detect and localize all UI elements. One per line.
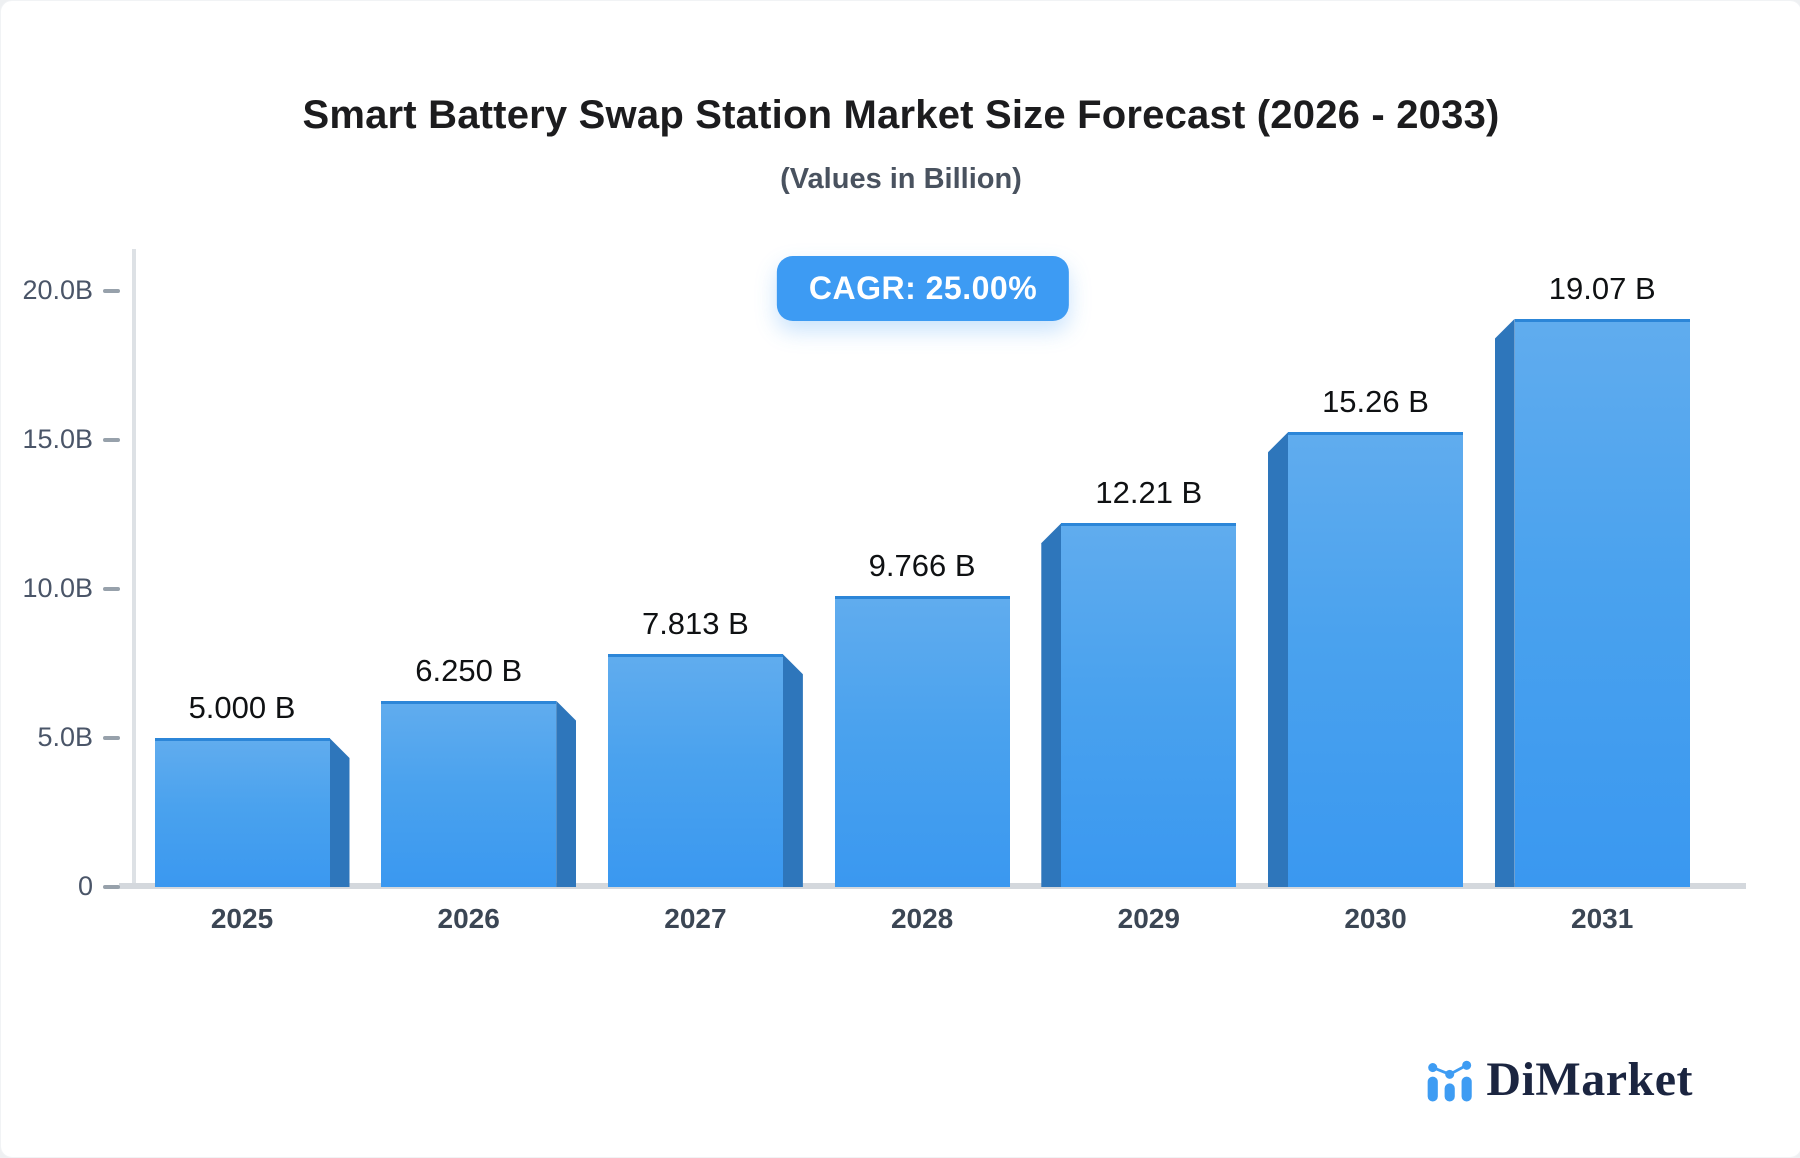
bar-2025: 5.000 B — [154, 690, 350, 887]
y-tick-dash — [103, 289, 120, 293]
bar-value-label: 6.250 B — [415, 652, 523, 688]
bar-face — [1061, 523, 1237, 887]
chart-subtitle: (Values in Billion) — [780, 163, 1022, 195]
bar-value-label: 7.813 B — [641, 606, 749, 642]
y-tick-label-5.0B: 5.0B — [37, 722, 93, 752]
y-tick-label-0: 0 — [77, 871, 93, 901]
bar-side-panel — [1041, 523, 1062, 887]
bar-face — [607, 654, 783, 887]
y-axis-line — [132, 249, 136, 887]
bar-side-panel — [1268, 432, 1288, 887]
x-axis: 2025 2026 2027 2028 2029 2030 2031 — [134, 903, 1743, 953]
bar-face — [1514, 318, 1690, 887]
cagr-badge: CAGR: 25.00% — [776, 256, 1070, 321]
bar-value-label: 12.21 B — [1095, 475, 1203, 511]
bar-side-panel — [1494, 318, 1515, 887]
bar-face — [1288, 432, 1463, 887]
brand-name: DiMarket — [1486, 1053, 1693, 1106]
x-tick-label-2026: 2026 — [437, 903, 500, 934]
x-tick-label-2031: 2031 — [1571, 903, 1634, 934]
bar-2028: 9.766 B — [834, 548, 1010, 887]
x-tick-label-2030: 2030 — [1344, 903, 1407, 934]
x-tick-label-2028: 2028 — [890, 903, 954, 934]
x-tick-label-2025: 2025 — [210, 903, 274, 934]
brand-logo: DiMarket — [1422, 1052, 1693, 1107]
bar-value-label: 19.07 B — [1548, 270, 1656, 306]
bar-side-panel — [782, 654, 803, 887]
bar-face — [154, 738, 330, 887]
y-tick-dash — [103, 587, 120, 591]
x-tick-label-2029: 2029 — [1117, 903, 1180, 934]
y-tick-dash — [103, 438, 120, 442]
y-tick-label-10.0B: 10.0B — [22, 573, 93, 603]
x-tick-label-2027: 2027 — [664, 903, 727, 934]
bar-2026: 6.250 B — [381, 653, 577, 887]
plot-area: 5.000 B 6.250 B 7.813 B 9.766 B 12.21 B 15.26… — [134, 251, 1743, 887]
bar-2027: 7.813 B — [607, 606, 803, 887]
chart-title: Smart Battery Swap Station Market Size F… — [302, 93, 1500, 137]
bar-2031: 19.07 B — [1494, 271, 1690, 887]
y-tick-dash — [103, 885, 120, 889]
bar-side-panel — [556, 700, 577, 887]
bar-2029: 12.21 B — [1041, 475, 1237, 887]
bar-chart-logo-icon — [1428, 1060, 1473, 1101]
bar-value-label: 5.000 B — [188, 690, 296, 725]
y-tick-dash — [103, 736, 120, 740]
bar-face — [381, 700, 557, 887]
y-tick-label-15.0B: 15.0B — [22, 424, 93, 454]
bar-value-label: 15.26 B — [1322, 384, 1429, 420]
bar-face — [834, 595, 1010, 887]
y-tick-label-20.0B: 20.0B — [22, 275, 93, 305]
bar-2030: 15.26 B — [1268, 384, 1463, 887]
bar-side-panel — [329, 738, 350, 887]
bar-value-label: 9.766 B — [868, 547, 976, 583]
